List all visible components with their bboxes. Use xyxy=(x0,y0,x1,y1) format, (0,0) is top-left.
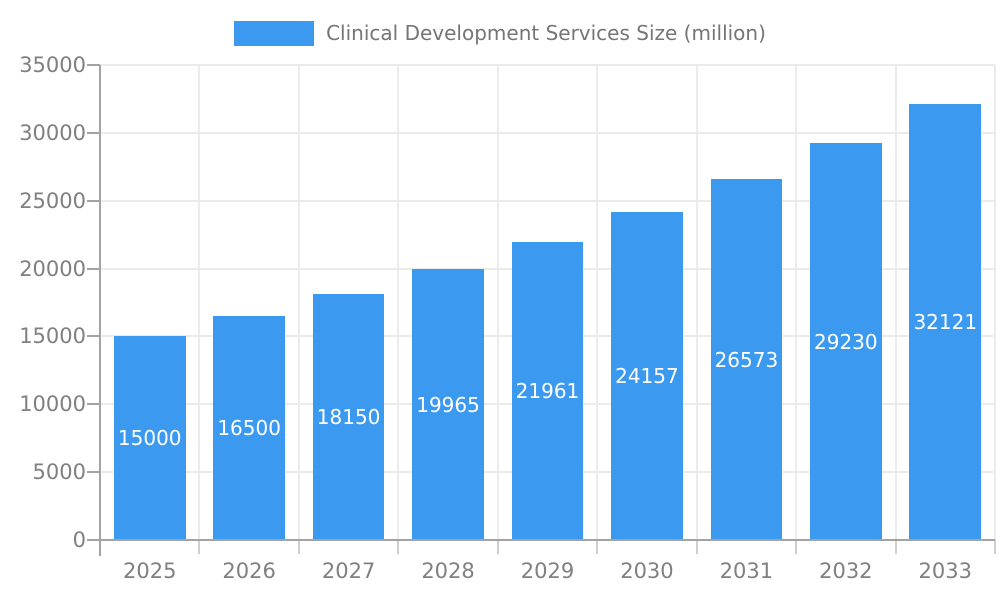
y-tick-mark xyxy=(87,403,100,406)
x-tick-label: 2026 xyxy=(222,559,276,583)
bar-value-label: 19965 xyxy=(416,392,480,417)
h-gridline xyxy=(100,64,995,66)
legend-swatch xyxy=(234,20,315,46)
x-tick-mark xyxy=(496,540,499,554)
x-tick-label: 2028 xyxy=(421,559,475,583)
v-gridline xyxy=(994,65,996,540)
y-tick-mark xyxy=(87,471,100,474)
x-tick-mark xyxy=(397,540,400,554)
y-axis-line xyxy=(99,65,101,556)
bar-column: 32121 xyxy=(896,65,995,540)
x-tick-label: 2031 xyxy=(719,559,774,583)
x-tick-label: 2032 xyxy=(819,559,873,583)
bar-2028: 19965 xyxy=(412,269,484,540)
legend-label: Clinical Development Services Size (mill… xyxy=(326,20,766,45)
v-gridline xyxy=(198,65,201,540)
bar-value-label: 21961 xyxy=(515,378,580,403)
h-gridline xyxy=(100,199,995,202)
v-gridline xyxy=(297,65,300,540)
bar-2026: 16500 xyxy=(213,316,285,540)
v-gridline xyxy=(397,65,400,540)
bar-2029: 21961 xyxy=(511,241,584,540)
bar-2030: 24157 xyxy=(611,212,683,540)
v-gridline xyxy=(496,65,499,540)
bar-value-label: 16500 xyxy=(217,416,281,441)
x-tick-mark xyxy=(894,540,897,554)
x-tick-mark xyxy=(695,540,698,554)
v-gridline xyxy=(695,65,698,540)
bar-2031: 26573 xyxy=(710,179,783,540)
bar-2027: 18150 xyxy=(312,293,385,540)
bar-column: 15000 xyxy=(100,65,199,540)
v-gridline xyxy=(596,65,599,540)
y-tick-label: 35000 xyxy=(19,53,86,77)
x-tick-label: 2025 xyxy=(122,559,177,583)
y-tick-label: 15000 xyxy=(19,324,86,349)
x-tick-mark xyxy=(795,540,798,554)
x-axis-line xyxy=(100,539,995,541)
bar-value-label: 29230 xyxy=(814,329,878,354)
y-tick-mark xyxy=(87,131,100,134)
bar-column: 18150 xyxy=(299,65,398,540)
x-tick-label: 2027 xyxy=(321,559,376,583)
bar-column: 16500 xyxy=(199,65,298,540)
bar-2032: 29230 xyxy=(810,143,882,540)
bar-column: 24157 xyxy=(597,65,696,540)
y-tick-label: 0 xyxy=(72,528,86,552)
bar-value-label: 32121 xyxy=(913,310,978,335)
bar-value-label: 26573 xyxy=(714,347,779,372)
x-tick-mark xyxy=(596,540,599,554)
y-tick-mark xyxy=(87,539,100,541)
y-tick-label: 25000 xyxy=(19,188,86,213)
x-tick-label: 2029 xyxy=(520,559,575,583)
v-gridline xyxy=(795,65,798,540)
x-tick-mark xyxy=(198,540,201,554)
bar-2033: 32121 xyxy=(909,104,982,540)
y-tick-mark xyxy=(87,335,100,338)
bar-column: 26573 xyxy=(697,65,796,540)
bar-column: 21961 xyxy=(498,65,597,540)
bar-column: 29230 xyxy=(796,65,895,540)
h-gridline xyxy=(100,131,995,134)
x-tick-mark xyxy=(297,540,300,554)
y-tick-mark xyxy=(87,64,100,66)
bar-column: 19965 xyxy=(398,65,497,540)
chart-legend[interactable]: Clinical Development Services Size (mill… xyxy=(0,18,1000,48)
y-tick-label: 20000 xyxy=(19,256,86,281)
bar-value-label: 24157 xyxy=(615,364,679,389)
v-gridline xyxy=(894,65,897,540)
bar-2025: 15000 xyxy=(113,336,186,540)
y-tick-label: 5000 xyxy=(32,460,86,485)
y-tick-label: 30000 xyxy=(19,120,86,145)
bar-value-label: 18150 xyxy=(316,404,381,429)
plot-area: 15000 16500 18150 19965 21961 24157 26573 29230… xyxy=(100,64,996,540)
y-tick-label: 10000 xyxy=(19,392,86,417)
bar-value-label: 15000 xyxy=(117,426,182,451)
y-tick-mark xyxy=(87,267,100,270)
x-tick-mark xyxy=(994,540,996,554)
x-tick-label: 2033 xyxy=(918,559,972,583)
y-tick-mark xyxy=(87,199,100,202)
x-tick-label: 2030 xyxy=(620,559,674,583)
